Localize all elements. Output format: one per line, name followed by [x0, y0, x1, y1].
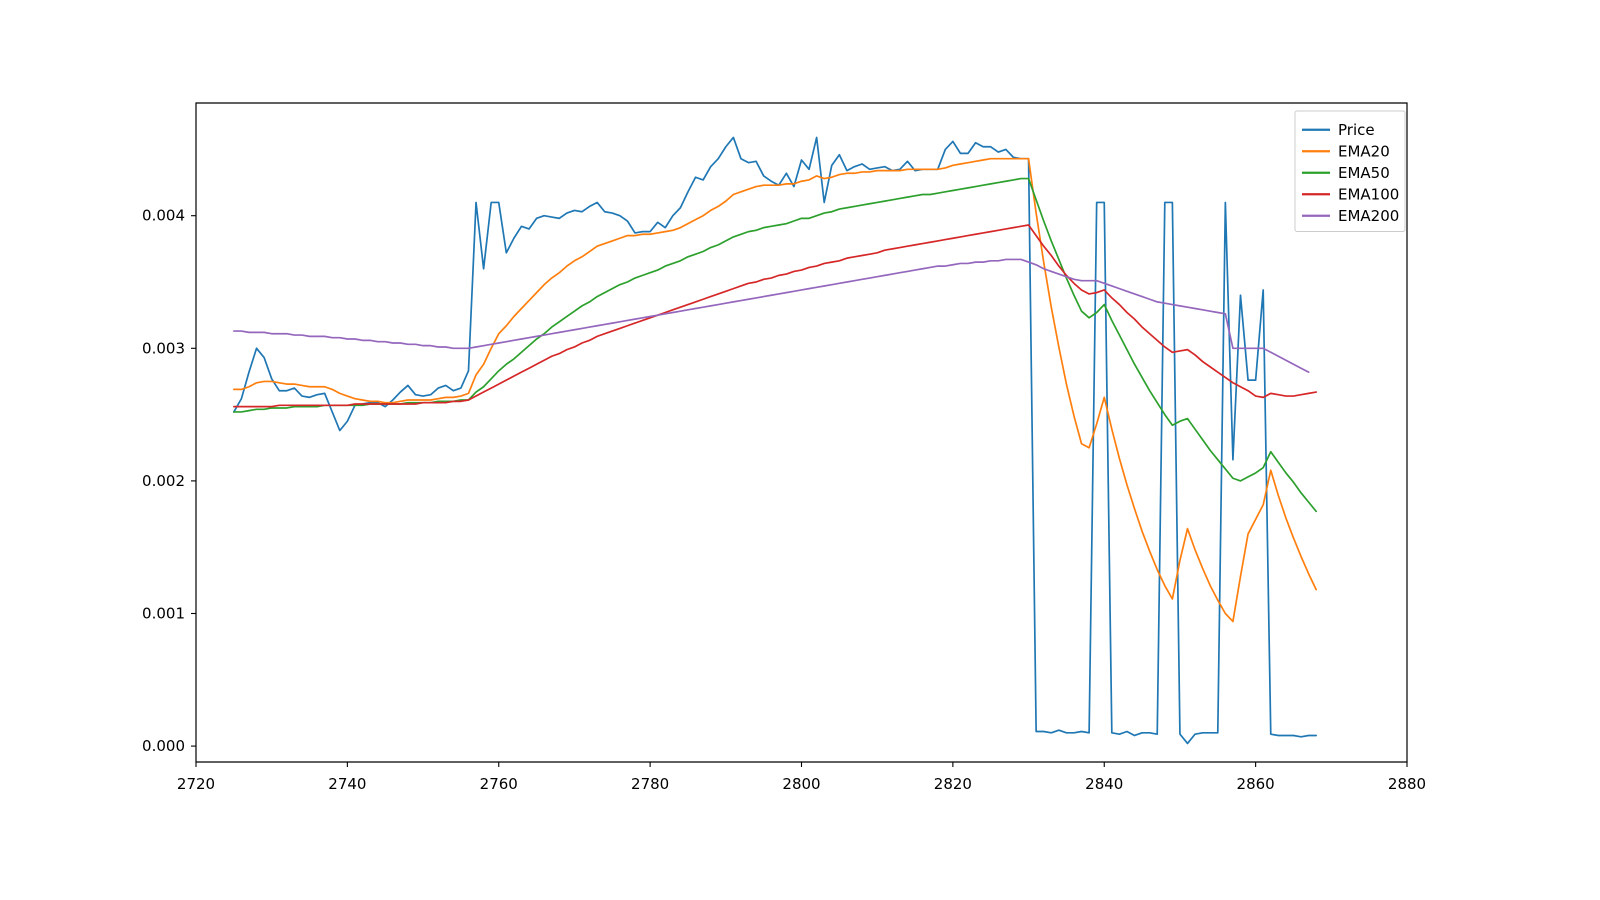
x-tick-label: 2820: [934, 775, 972, 793]
series-line-ema20: [232, 157, 1318, 623]
legend-label-ema20: EMA20: [1338, 142, 1390, 160]
x-tick-label: 2760: [480, 775, 518, 793]
axes-area: 2720 2740 2760 2780 2800 2820 2840 2860 2880 0.00…: [142, 102, 1426, 793]
chart-legend: Price EMA20 EMA50 EMA100 EMA200: [1294, 110, 1406, 232]
series-line-ema100: [232, 224, 1318, 408]
y-tick-label: 0.000: [142, 737, 185, 755]
y-tick-label: 0.001: [142, 604, 185, 622]
legend-background: [1294, 110, 1406, 232]
series-line-ema50: [232, 177, 1318, 513]
legend-label-ema200: EMA200: [1338, 207, 1399, 225]
x-tick-label: 2800: [782, 775, 820, 793]
legend-label-price: Price: [1338, 121, 1375, 139]
y-tick-label: 0.004: [142, 207, 185, 225]
x-tick-label: 2840: [1085, 775, 1123, 793]
series-area: [232, 136, 1318, 745]
x-tick-label: 2780: [631, 775, 669, 793]
legend-label-ema100: EMA100: [1338, 185, 1399, 203]
x-tick-label: 2720: [177, 775, 215, 793]
series-line-price: [232, 136, 1318, 745]
series-line-ema200: [232, 258, 1310, 374]
legend-label-ema50: EMA50: [1338, 164, 1390, 182]
y-tick-label: 0.002: [142, 472, 185, 490]
x-tick-label: 2880: [1388, 775, 1426, 793]
x-tick-label: 2740: [328, 775, 366, 793]
x-tick-label: 2860: [1237, 775, 1275, 793]
y-tick-label: 0.003: [142, 339, 185, 357]
